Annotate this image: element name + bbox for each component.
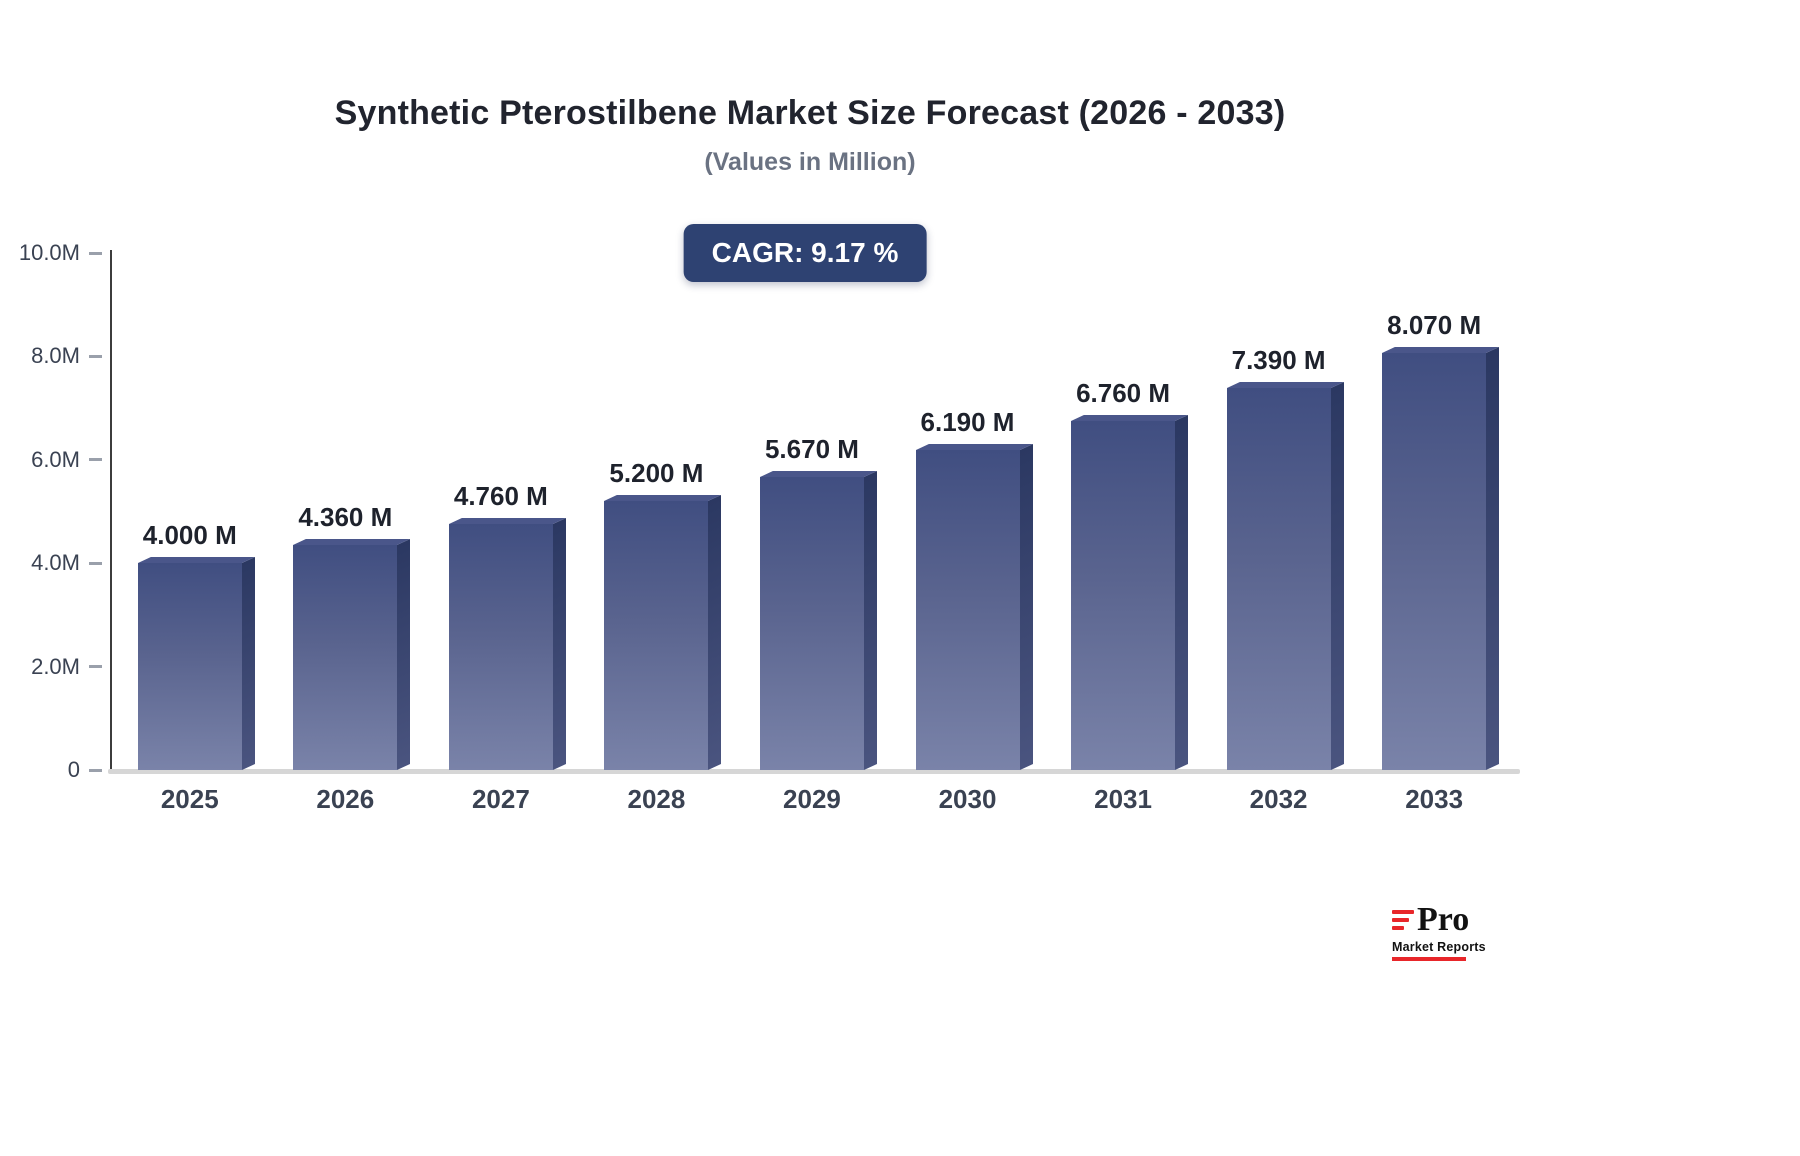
y-tick: 0 (68, 755, 106, 785)
x-axis-label: 2028 (627, 784, 686, 814)
bar-value-label: 5.670 M (764, 434, 859, 464)
x-axis-label: 2025 (160, 784, 219, 814)
y-tick-mark (89, 665, 102, 669)
y-tick-mark (89, 768, 102, 772)
bar-value-label: 8.070 M (1387, 310, 1482, 340)
pro-market-reports-logo: Pro Market Reports (1392, 903, 1486, 961)
x-axis-labels: 2025 2026 2027 2028 2029 2030 2031 2032 2033 (112, 784, 1512, 815)
y-tick: 2.0M (31, 652, 106, 682)
bar-group-2030: 6.190 M (909, 407, 1027, 770)
y-tick-label: 2.0M (31, 653, 80, 679)
x-axis-label: 2032 (1249, 784, 1308, 814)
logo-subtext: Market Reports (1392, 940, 1486, 954)
bar (1226, 388, 1331, 770)
chart-title: Synthetic Pterostilbene Market Size Fore… (334, 94, 1286, 132)
y-tick-mark (89, 251, 102, 255)
bar (604, 501, 709, 770)
y-tick-label: 10.0M (18, 240, 80, 265)
bar-group-2032: 7.390 M (1220, 345, 1338, 770)
bar-group-2027: 4.760 M (442, 481, 560, 770)
x-axis-label: 2030 (938, 784, 997, 814)
y-tick-mark (89, 458, 102, 462)
bar-group-2028: 5.200 M (597, 458, 715, 770)
x-axis-label: 2033 (1405, 784, 1464, 814)
bar-value-label: 6.190 M (920, 407, 1015, 437)
y-tick: 10.0M (19, 238, 106, 268)
x-axis-label: 2026 (316, 784, 375, 814)
x-axis-label: 2029 (783, 784, 841, 814)
y-tick-label: 8.0M (31, 343, 80, 369)
bar-value-label: 4.360 M (298, 502, 393, 532)
bar-value-label: 7.390 M (1231, 345, 1326, 375)
bar-group-2029: 5.670 M (753, 434, 871, 770)
x-axis-label: 2027 (471, 784, 530, 814)
bar (1382, 353, 1487, 770)
bar (137, 563, 242, 770)
y-tick-mark (89, 354, 102, 358)
y-tick: 8.0M (31, 341, 106, 371)
logo-top: Pro (1392, 903, 1482, 937)
y-tick-label: 0 (67, 757, 80, 782)
y-tick-label: 6.0M (31, 446, 80, 472)
y-tick-label: 4.0M (31, 550, 80, 576)
y-axis-ticks: 0 2.0M 4.0M 6.0M 8.0M 10.0M (0, 240, 106, 782)
x-axis-line (108, 769, 1520, 774)
y-tick: 6.0M (31, 445, 106, 475)
bar (1071, 421, 1176, 770)
chart-subtitle: (Values in Million) (704, 148, 916, 176)
logo-text: Pro (1417, 901, 1470, 938)
plot-area: 4.000 M 4.360 M 4.760 M 5.200 M 5.670 M 6.190… (112, 253, 1512, 770)
bar-group-2026: 4.360 M (286, 502, 404, 770)
bar (448, 524, 553, 770)
bar-value-label: 5.200 M (609, 458, 704, 488)
bar (915, 450, 1020, 770)
y-axis-line (110, 250, 112, 772)
bar-group-2025: 4.000 M (131, 520, 249, 770)
bar (759, 477, 864, 770)
x-axis-label: 2031 (1094, 784, 1152, 814)
logo-underline (1392, 957, 1466, 961)
cagr-badge: CAGR: 9.17 % (683, 224, 927, 282)
bar-value-label: 6.760 M (1076, 378, 1171, 408)
logo-lines-icon (1392, 910, 1414, 930)
bar-value-label: 4.760 M (453, 481, 548, 511)
bar-value-label: 4.000 M (142, 520, 237, 550)
bar-group-2031: 6.760 M (1064, 378, 1182, 770)
y-tick-mark (89, 561, 102, 565)
y-tick: 4.0M (31, 548, 106, 578)
bar-group-2033: 8.070 M (1375, 310, 1493, 770)
bar (293, 545, 398, 770)
